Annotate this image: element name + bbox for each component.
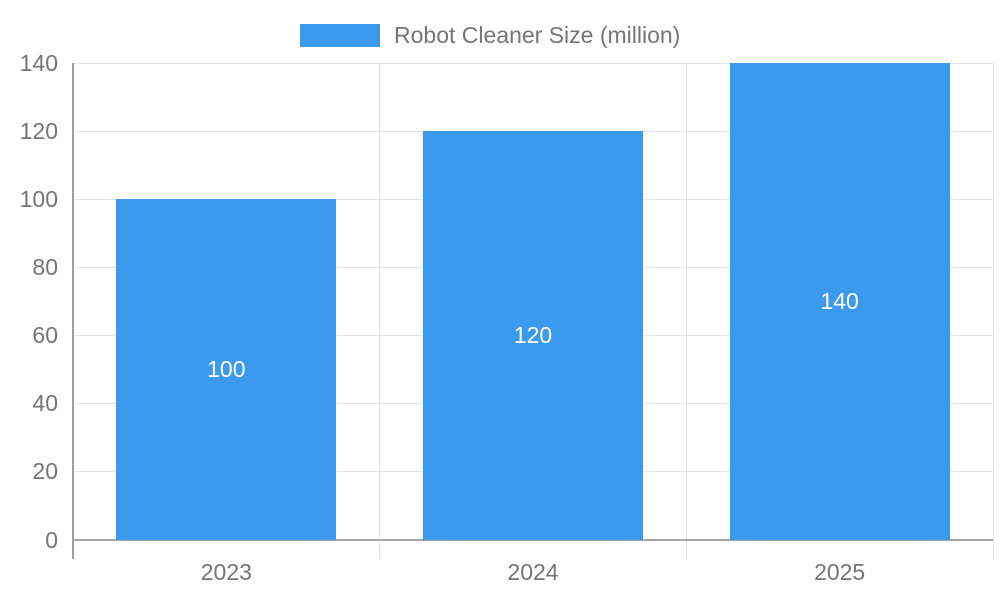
legend-swatch	[300, 24, 380, 47]
gridline-v	[992, 63, 994, 559]
bar-value-label: 120	[513, 322, 553, 349]
y-tick-label: 80	[32, 253, 58, 280]
y-tick-label: 140	[19, 49, 58, 76]
gridline-h	[73, 62, 993, 64]
bar-value-label: 100	[207, 356, 246, 383]
legend-label: Robot Cleaner Size (million)	[394, 22, 681, 48]
y-tick-label: 40	[32, 390, 58, 417]
gridline-v	[379, 63, 381, 559]
x-axis-line	[73, 539, 993, 541]
bar-2023[interactable]	[116, 199, 337, 540]
x-tick-label-2025: 2025	[814, 559, 866, 585]
y-tick-label: 120	[19, 117, 58, 144]
y-tick-label: 0	[45, 526, 58, 553]
bar-value-label: 140	[820, 288, 859, 314]
legend: Robot Cleaner Size (million)	[300, 24, 680, 47]
x-tick-label-2024: 2024	[507, 559, 559, 585]
y-axis-line	[72, 63, 74, 559]
x-tick-label-2023: 2023	[200, 559, 252, 585]
y-tick-label: 20	[32, 458, 58, 485]
bar-2024[interactable]	[423, 131, 643, 540]
gridline-v	[685, 63, 687, 559]
y-tick-label: 60	[32, 322, 58, 349]
bar-2025[interactable]	[729, 63, 950, 540]
y-tick-label: 100	[19, 185, 58, 212]
